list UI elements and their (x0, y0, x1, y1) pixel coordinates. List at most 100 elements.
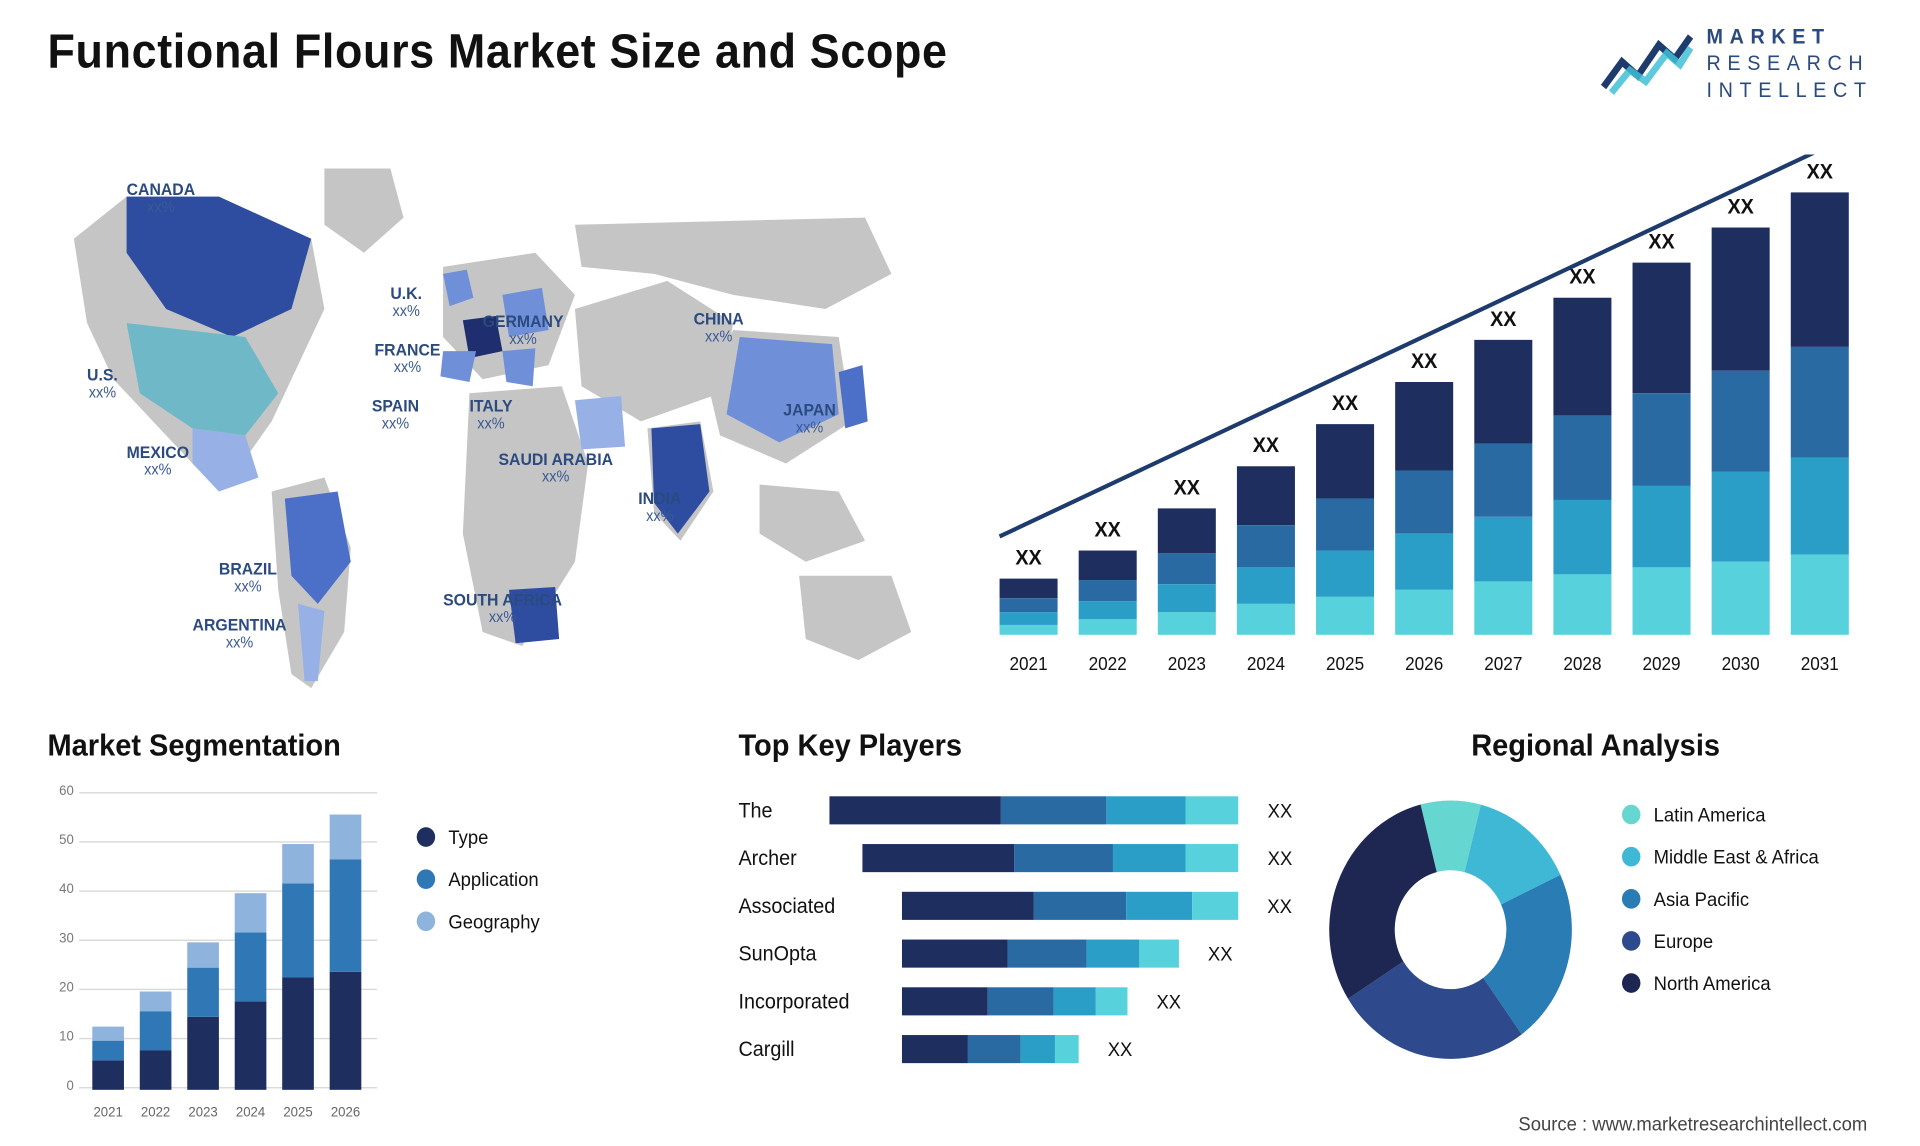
ytick: 30 (47, 931, 73, 946)
bar (1316, 424, 1374, 635)
player-row: CargillXX (738, 1031, 1292, 1068)
legend-swatch-icon (417, 911, 435, 931)
bar-top-label: XX (1313, 392, 1376, 416)
map-label: BRAZILxx% (219, 559, 277, 598)
logo-line2: RESEARCH (1707, 52, 1873, 78)
seg-bar-segment (282, 977, 314, 1090)
player-bar-segment (968, 1035, 1021, 1063)
bar-segment (1395, 534, 1453, 590)
ytick: 40 (47, 882, 73, 897)
segmentation-bar-chart: 0102030405060202120222023202420252026 (47, 784, 377, 1121)
bar-segment (1316, 424, 1374, 498)
seg-bar-segment (330, 972, 362, 1090)
player-bar-segment (1126, 892, 1192, 920)
legend-swatch-icon (417, 827, 435, 847)
player-row: SunOptaXX (738, 935, 1292, 972)
seg-bar-segment (282, 883, 314, 976)
map-label: GERMANYxx% (483, 312, 564, 351)
bar-top-label: XX (1709, 195, 1772, 219)
bar-xlabel: 2022 (1076, 653, 1139, 674)
map-label: INDIAxx% (638, 489, 681, 528)
map-label: ARGENTINAxx% (193, 615, 287, 654)
donut-slice (1329, 805, 1437, 999)
bar (1791, 192, 1849, 634)
legend-item: Middle East & Africa (1622, 845, 1819, 867)
seg-bar-segment (330, 815, 362, 859)
source-attribution: Source : www.marketresearchintellect.com (1518, 1112, 1867, 1134)
player-bar-segment (1096, 987, 1128, 1015)
players-chart: TheXXArcherXXAssociatedXXSunOptaXXIncorp… (738, 792, 1292, 1067)
world-map: CANADAxx%U.S.xx%MEXICOxx%BRAZILxx%ARGENT… (47, 140, 944, 702)
bar-segment (1316, 551, 1374, 597)
bar-xlabel: 2027 (1472, 653, 1535, 674)
legend-swatch-icon (1622, 931, 1640, 951)
seg-bar-segment (235, 1001, 267, 1089)
legend-label: Type (448, 826, 488, 848)
player-bar-segment (1186, 796, 1239, 824)
player-bar-segment (902, 1035, 968, 1063)
bar-top-label: XX (997, 546, 1060, 570)
player-label: Associated (738, 894, 883, 918)
legend-swatch-icon (417, 869, 435, 889)
bar-segment (1158, 584, 1216, 612)
bar-segment (1712, 370, 1770, 472)
bar-segment (1395, 589, 1453, 634)
bar-segment (1791, 458, 1849, 555)
map-label: ITALYxx% (469, 396, 512, 435)
map-label: CANADAxx% (127, 180, 196, 219)
bar-segment (1791, 347, 1849, 458)
player-value: XX (1267, 895, 1292, 917)
legend-swatch-icon (1622, 889, 1640, 909)
logo-line1: MARKET (1707, 25, 1873, 51)
map-label: SAUDI ARABIAxx% (498, 449, 613, 488)
bar (1158, 508, 1216, 634)
legend-item: Type (417, 826, 540, 848)
legend-swatch-icon (1622, 973, 1640, 993)
bar-segment (1791, 192, 1849, 347)
bar-xlabel: 2023 (1155, 653, 1218, 674)
player-bar-segment (1001, 796, 1106, 824)
bar-segment (1791, 555, 1849, 635)
player-value: XX (1108, 1038, 1133, 1060)
bar-segment (1633, 393, 1691, 486)
ytick: 50 (47, 833, 73, 848)
map-label: MEXICOxx% (127, 442, 189, 481)
player-bar-segment (1113, 844, 1186, 872)
bar-segment (1553, 500, 1611, 574)
player-bar-segment (830, 796, 1001, 824)
map-label: JAPANxx% (783, 400, 835, 439)
regional-title: Regional Analysis (1319, 727, 1873, 764)
bar-segment (1474, 517, 1532, 582)
bar-segment (1079, 601, 1137, 620)
player-bar-segment (902, 892, 1034, 920)
player-bar-segment (1034, 892, 1126, 920)
bar-segment (1316, 597, 1374, 635)
bar-segment (1395, 470, 1453, 533)
player-bar-segment (902, 987, 988, 1015)
bar-segment (1633, 263, 1691, 393)
bar (1633, 263, 1691, 635)
seg-bar-segment (92, 1041, 124, 1061)
bar-segment (1237, 567, 1295, 604)
bar-top-label: XX (1234, 434, 1297, 458)
bar-segment (1158, 508, 1216, 552)
seg-bar-segment (330, 859, 362, 972)
bar-segment (1158, 612, 1216, 635)
bar-segment (1395, 382, 1453, 470)
legend-label: Asia Pacific (1654, 888, 1749, 910)
seg-xlabel: 2022 (133, 1105, 178, 1120)
bar (1553, 298, 1611, 635)
bar-xlabel: 2031 (1788, 653, 1851, 674)
bar (1474, 340, 1532, 635)
players-title: Top Key Players (738, 727, 1292, 764)
player-value: XX (1156, 990, 1181, 1012)
bar-segment (1079, 620, 1137, 635)
player-bar (902, 1035, 1079, 1063)
player-label: The (738, 798, 811, 822)
bar-segment (1237, 466, 1295, 525)
bar-segment (1000, 579, 1058, 599)
bar-xlabel: 2021 (997, 653, 1060, 674)
seg-bar-segment (92, 1060, 124, 1089)
market-size-bar-chart: 2021XX2022XX2023XX2024XX2025XX2026XX2027… (992, 154, 1862, 674)
bar-xlabel: 2026 (1393, 653, 1456, 674)
